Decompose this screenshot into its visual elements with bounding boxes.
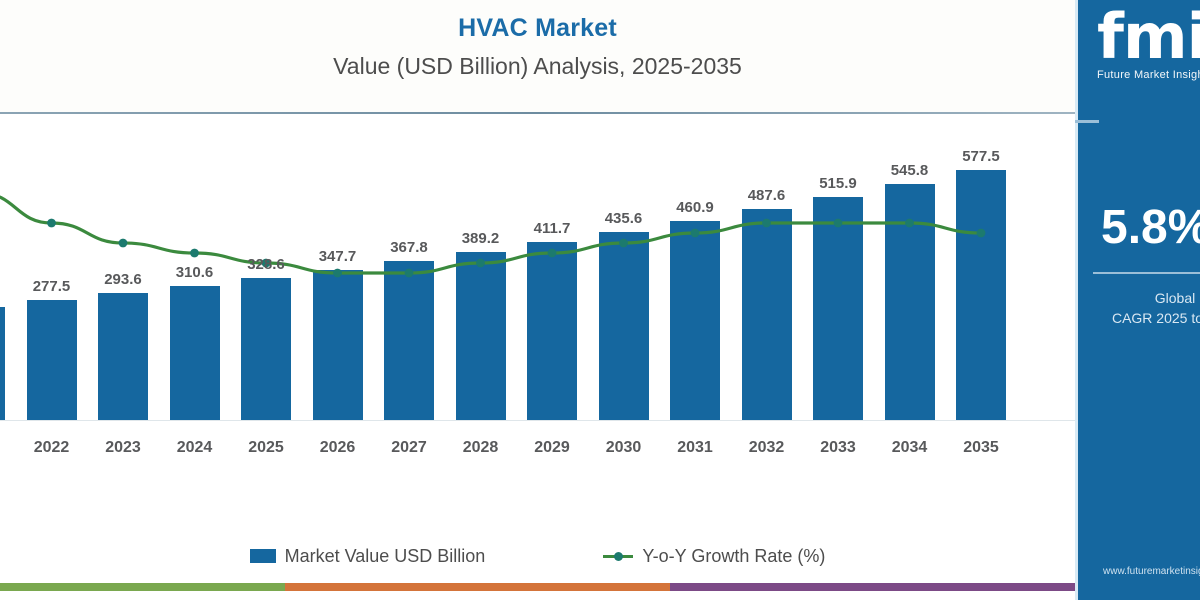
bar-2026 <box>312 269 363 420</box>
bar-value-label-2028: 389.2 <box>461 229 500 247</box>
bar-value-label-2031: 460.9 <box>676 198 714 216</box>
sidebar-divider <box>1075 120 1099 123</box>
growth-marker-2023 <box>118 238 128 248</box>
bar-value-label-2030: 435.6 <box>604 209 643 227</box>
sidebar-website-url: www.futuremarketinsights.com <box>1103 566 1200 577</box>
bar-2035 <box>956 170 1006 420</box>
plot-area: 262.3 277.5 293.6 310.6 328.6 347.7 367.8 389.2… <box>0 115 1075 535</box>
bar-value-label-2033: 515.9 <box>819 174 857 192</box>
x-tick-2023: 2023 <box>105 439 141 456</box>
sidebar-left-edge <box>1075 0 1078 600</box>
cagr-value: 5.8% <box>1101 201 1200 254</box>
chart-legend: Market Value USD Billion Y-o-Y Growth Ra… <box>0 535 1075 577</box>
footer-segment-orange <box>285 583 670 591</box>
bar-2021 <box>0 306 5 420</box>
bar-2033 <box>813 197 863 420</box>
bar-value-label-2032: 487.6 <box>747 187 786 205</box>
x-tick-2032: 2032 <box>748 439 785 456</box>
bar-2024 <box>169 285 220 420</box>
x-axis-baseline <box>0 420 1075 421</box>
footer-spacer <box>0 577 1075 583</box>
bar-value-label-2034: 545.8 <box>890 162 929 180</box>
bar-2027 <box>384 261 434 420</box>
cagr-caption-line2: CAGR 2025 to 2035 <box>1111 310 1200 327</box>
legend-item-growth-rate[interactable]: Y-o-Y Growth Rate (%) <box>603 546 825 567</box>
x-tick-2028: 2028 <box>462 439 499 456</box>
x-tick-2035: 2035 <box>963 439 999 456</box>
legend-label-market-value: Market Value USD Billion <box>284 545 486 566</box>
bar-swatch-icon <box>249 549 276 563</box>
header-divider <box>0 112 1075 114</box>
bar-value-label-2035: 577.5 <box>962 148 1000 166</box>
legend-label-growth-rate: Y-o-Y Growth Rate (%) <box>642 545 826 566</box>
x-tick-2033: 2033 <box>820 439 856 456</box>
x-tick-2024: 2024 <box>176 439 213 456</box>
x-tick-2021: 2021 <box>0 439 15 457</box>
footer-color-bar <box>0 583 1075 591</box>
bar-2022 <box>26 300 77 420</box>
growth-marker-2022 <box>47 218 56 228</box>
brand-logo[interactable]: fmi Future Market Insights <box>1097 0 1200 81</box>
x-tick-2027: 2027 <box>391 439 427 456</box>
cagr-caption: Global CAGR 2025 to 2035 <box>1095 288 1200 329</box>
chart-title: HVAC Market <box>458 14 617 42</box>
x-tick-2030: 2030 <box>605 439 642 456</box>
line-marker-swatch-icon <box>603 549 634 563</box>
brand-wordmark: fmi <box>1097 0 1200 73</box>
bar-value-label-2026: 347.7 <box>318 247 357 265</box>
cagr-caption-line1: Global <box>1154 290 1196 306</box>
x-tick-2026: 2026 <box>319 439 356 456</box>
bar-2028 <box>455 251 506 420</box>
bar-value-label-2024: 310.6 <box>175 263 214 281</box>
bar-2034 <box>884 184 935 420</box>
sidebar-panel: fmi Future Market Insights 5.8% Global C… <box>1075 0 1200 600</box>
footer-segment-purple <box>670 583 1075 591</box>
bar-value-label-2023: 293.6 <box>104 271 142 289</box>
cagr-rule <box>1093 272 1200 274</box>
chart-subtitle: Value (USD Billion) Analysis, 2025-2035 <box>333 53 742 79</box>
bar-2032 <box>741 209 792 420</box>
bar-value-label-2027: 367.8 <box>390 239 428 256</box>
brand-tagline: Future Market Insights <box>1097 68 1200 81</box>
bar-value-label-2021: 262.3 <box>0 285 15 302</box>
legend-item-market-value[interactable]: Market Value USD Billion <box>249 545 486 567</box>
growth-marker-2024 <box>190 248 199 258</box>
chart-header: HVAC Market Value (USD Billion) Analysis… <box>0 0 1075 112</box>
bar-value-label-2022: 277.5 <box>32 278 71 296</box>
x-tick-2029: 2029 <box>534 439 570 456</box>
bar-value-label-2025: 328.6 <box>247 255 285 273</box>
footer-segment-green <box>0 583 285 591</box>
bar-2031 <box>670 220 720 420</box>
bar-value-label-2029: 411.7 <box>533 220 571 238</box>
bar-2029 <box>527 242 577 420</box>
x-tick-2025: 2025 <box>248 439 284 456</box>
bar-2030 <box>598 231 649 420</box>
x-tick-2034: 2034 <box>891 439 928 456</box>
x-tick-2022: 2022 <box>33 439 70 456</box>
x-tick-2031: 2031 <box>677 439 713 456</box>
bar-2025 <box>241 277 291 420</box>
bar-2023 <box>98 293 148 420</box>
